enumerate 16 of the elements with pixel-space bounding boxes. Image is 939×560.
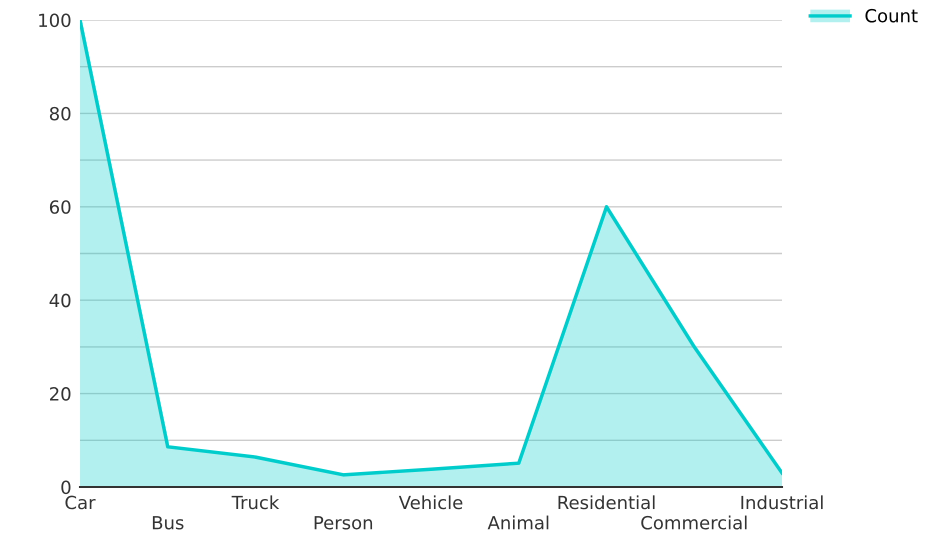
- x-tick-label: Commercial: [641, 516, 747, 530]
- y-tick-label: 20: [50, 387, 70, 401]
- x-tick-label: Residential: [558, 495, 655, 510]
- x-tick-label: Truck: [232, 495, 280, 510]
- x-tick-label: Animal: [488, 516, 548, 530]
- y-tick-label: 100: [39, 13, 70, 28]
- x-tick-label: Industrial: [741, 495, 823, 510]
- x-tick-label: Bus: [152, 516, 184, 530]
- x-tick-label: Car: [65, 496, 96, 510]
- legend-label: Count: [865, 8, 918, 23]
- y-tick-label: 0: [61, 480, 70, 494]
- y-tick-label: 60: [50, 200, 70, 214]
- y-tick-label: 80: [50, 106, 70, 121]
- x-tick-label: Person: [314, 516, 372, 530]
- y-tick-label: 40: [50, 294, 70, 308]
- x-tick-label: Vehicle: [398, 495, 462, 510]
